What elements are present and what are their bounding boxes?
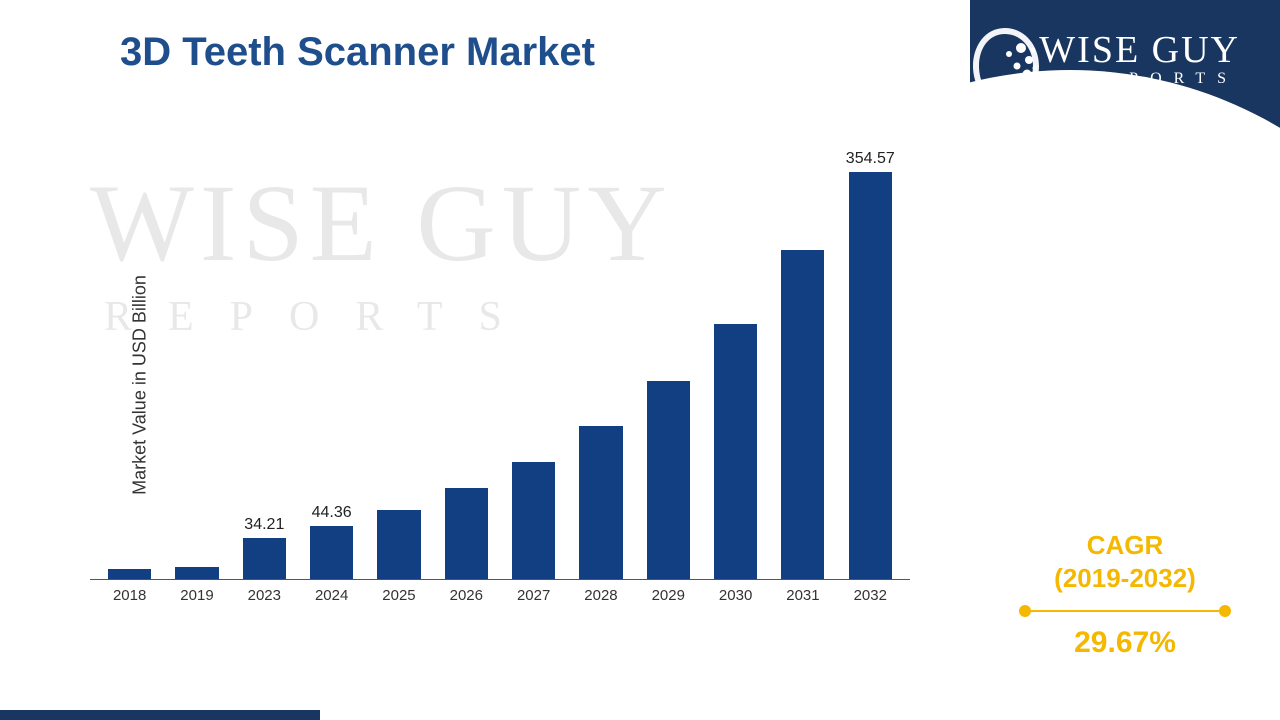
cagr-label-line1: CAGR bbox=[1087, 530, 1164, 560]
bottom-strip bbox=[0, 710, 320, 720]
x-tick-label: 2031 bbox=[786, 587, 819, 604]
x-tick-label: 2030 bbox=[719, 587, 752, 604]
bar-slot: 2019 bbox=[163, 150, 230, 579]
plot-area: 2018201934.21202344.36202420252026202720… bbox=[90, 150, 910, 580]
bar-slot: 2029 bbox=[635, 150, 702, 579]
bar-value-label: 354.57 bbox=[846, 150, 895, 168]
bar-slot: 34.212023 bbox=[231, 150, 298, 579]
bar-rect bbox=[175, 567, 218, 579]
bars-container: 2018201934.21202344.36202420252026202720… bbox=[90, 150, 910, 579]
bar-rect bbox=[445, 488, 488, 579]
bar-value-label: 44.36 bbox=[312, 504, 352, 522]
x-tick-label: 2018 bbox=[113, 587, 146, 604]
cagr-block: CAGR (2019-2032) 29.67% bbox=[1015, 529, 1235, 660]
x-tick-label: 2025 bbox=[382, 587, 415, 604]
x-tick-label: 2023 bbox=[248, 587, 281, 604]
bar-rect bbox=[512, 462, 555, 579]
bar-rect bbox=[108, 569, 151, 579]
bar-rect bbox=[579, 426, 622, 579]
bar-chart: Market Value in USD Billion 2018201934.2… bbox=[50, 150, 910, 620]
bar-rect bbox=[647, 381, 690, 579]
bar-slot: 2031 bbox=[769, 150, 836, 579]
bar-rect bbox=[377, 510, 420, 579]
bar-rect bbox=[310, 526, 353, 579]
cagr-value: 29.67% bbox=[1015, 626, 1235, 660]
x-tick-label: 2027 bbox=[517, 587, 550, 604]
brand-logo-main: WISE GUY bbox=[1039, 28, 1240, 72]
cagr-label: CAGR (2019-2032) bbox=[1015, 529, 1235, 594]
bar-rect bbox=[714, 324, 757, 579]
x-tick-label: 2026 bbox=[450, 587, 483, 604]
x-tick-label: 2024 bbox=[315, 587, 348, 604]
brand-logo-sub: REPORTS bbox=[1039, 70, 1238, 88]
brand-head-icon bbox=[965, 20, 1045, 120]
bar-slot: 2030 bbox=[702, 150, 769, 579]
bar-rect bbox=[781, 250, 824, 579]
brand-logo: WISE GUY REPORTS bbox=[1039, 28, 1240, 88]
x-tick-label: 2019 bbox=[180, 587, 213, 604]
page-title: 3D Teeth Scanner Market bbox=[120, 30, 595, 75]
bar-slot: 2027 bbox=[500, 150, 567, 579]
x-tick-label: 2032 bbox=[854, 587, 887, 604]
cagr-label-line2: (2019-2032) bbox=[1054, 563, 1196, 593]
bar-rect bbox=[849, 172, 892, 579]
bar-value-label: 34.21 bbox=[244, 516, 284, 534]
bar-slot: 2018 bbox=[96, 150, 163, 579]
x-tick-label: 2028 bbox=[584, 587, 617, 604]
bar-slot: 2028 bbox=[567, 150, 634, 579]
bar-slot: 2026 bbox=[433, 150, 500, 579]
bar-slot: 44.362024 bbox=[298, 150, 365, 579]
bar-rect bbox=[243, 538, 286, 579]
bar-slot: 354.572032 bbox=[837, 150, 904, 579]
x-tick-label: 2029 bbox=[652, 587, 685, 604]
cagr-divider bbox=[1025, 610, 1225, 612]
bar-slot: 2025 bbox=[365, 150, 432, 579]
